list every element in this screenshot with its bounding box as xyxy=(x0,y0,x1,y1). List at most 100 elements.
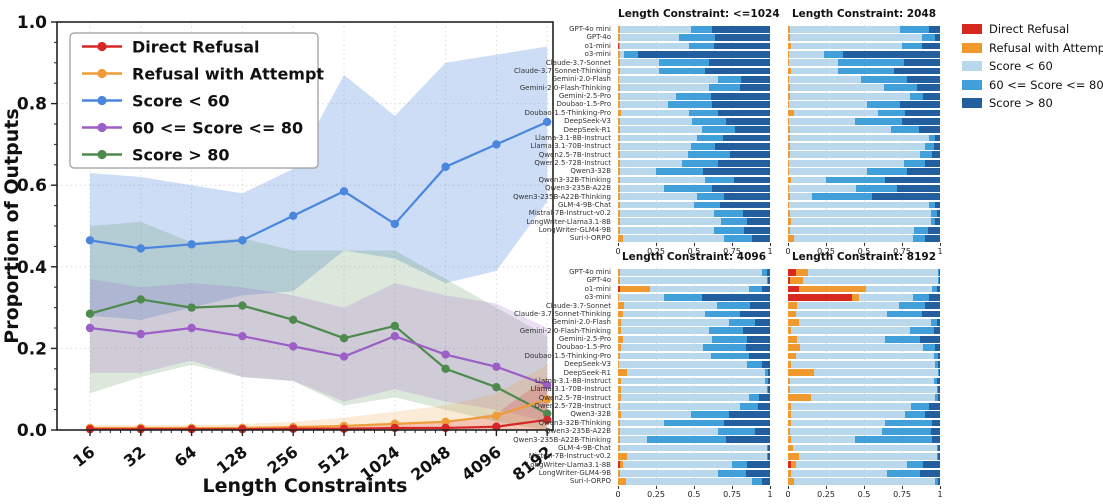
bar-segment xyxy=(757,402,770,410)
bar-segment xyxy=(897,184,940,192)
bar-segment xyxy=(618,302,625,310)
x-tick xyxy=(940,243,941,246)
bar-segment xyxy=(788,302,798,310)
bar-segment xyxy=(618,92,620,100)
stacked-bar xyxy=(618,293,770,301)
bar-segment xyxy=(621,109,690,117)
bar-segment xyxy=(886,469,921,477)
stacked-bar xyxy=(788,411,940,418)
bar-segment xyxy=(939,268,940,276)
bar-segment xyxy=(712,25,770,33)
bar-segment xyxy=(789,84,884,92)
stacked-bar xyxy=(618,285,770,293)
bar-segment xyxy=(618,210,620,217)
bar-segment xyxy=(618,226,620,234)
bar-segment xyxy=(618,25,620,33)
bar-segment xyxy=(690,143,716,150)
bar-segment xyxy=(618,277,620,284)
stacked-bar xyxy=(788,184,940,192)
stacked-bar xyxy=(788,469,940,477)
stacked-bar xyxy=(618,117,770,125)
stacked-bar xyxy=(788,335,940,343)
bar-segment xyxy=(936,210,940,217)
bar-segment xyxy=(939,277,940,284)
bar-segment xyxy=(798,453,937,460)
bar-segment xyxy=(766,453,769,460)
bar-segment xyxy=(921,310,940,318)
stacked-bar xyxy=(618,84,770,92)
stacked-bar xyxy=(618,50,770,58)
bar-panel xyxy=(788,268,940,486)
bar-segment xyxy=(619,168,656,175)
bar-row xyxy=(788,109,940,117)
bar-segment xyxy=(867,168,907,175)
data-point xyxy=(492,382,501,392)
bar-row xyxy=(788,477,940,485)
bar-row xyxy=(618,436,770,444)
bar-segment xyxy=(768,453,770,460)
data-point xyxy=(543,395,552,404)
bar-row xyxy=(618,444,770,452)
bar-segment xyxy=(718,159,770,167)
bar-row xyxy=(618,67,770,75)
bar-segment xyxy=(905,109,940,117)
bar-segment xyxy=(621,394,749,402)
bar-segment xyxy=(923,461,940,469)
bar-segment xyxy=(687,151,731,159)
stacked-bar xyxy=(788,92,940,100)
x-tick-label: 0 xyxy=(615,247,621,256)
stacked-bar xyxy=(788,109,940,117)
bar-segment xyxy=(675,92,711,100)
bar-segment xyxy=(935,478,939,485)
confidence-bands xyxy=(90,46,548,430)
bar-segment xyxy=(788,92,791,100)
bar-segment xyxy=(789,126,892,134)
bar-segment xyxy=(618,151,620,159)
bar-segment xyxy=(812,193,872,201)
bar-segment xyxy=(618,34,620,41)
model-label: o3-mini xyxy=(584,50,611,59)
bar-segment xyxy=(790,92,910,100)
bar-segment xyxy=(789,427,883,435)
data-point xyxy=(187,323,196,333)
model-label: GLM-4-9B-Chat xyxy=(557,200,611,209)
bar-segment xyxy=(788,201,789,209)
bar-segment xyxy=(883,84,918,92)
bar-segment xyxy=(659,59,710,67)
bar-row xyxy=(788,419,940,427)
stacked-bar xyxy=(788,453,940,460)
bar-segment xyxy=(788,25,790,33)
stacked-bar xyxy=(618,76,770,83)
bar-segment xyxy=(789,25,901,33)
model-label: Llama-3.1-70B-Instruct xyxy=(530,385,611,394)
bar-segment xyxy=(914,226,928,234)
data-point xyxy=(339,352,349,361)
bar-segment xyxy=(933,143,940,150)
stacked-bar xyxy=(618,218,770,226)
stacked-bar xyxy=(618,168,770,175)
bar-segment xyxy=(797,335,886,343)
bar-segment xyxy=(663,293,702,301)
bar-segment xyxy=(618,117,620,125)
bar-segment xyxy=(618,193,620,201)
bar-segment xyxy=(724,193,770,201)
bar-segment xyxy=(795,461,907,469)
bar-segment xyxy=(930,218,936,226)
bar-segment xyxy=(789,134,930,142)
bar-segment xyxy=(788,293,852,301)
bar-segment xyxy=(791,67,839,75)
bar-segment xyxy=(788,184,789,192)
bar-segment xyxy=(618,50,620,58)
x-tick-label: 0 xyxy=(785,490,791,499)
x-tick-label: 32 xyxy=(120,442,149,471)
bar-segment xyxy=(938,352,940,360)
bar-row xyxy=(788,410,940,418)
stacked-bar xyxy=(788,168,940,175)
bar-segment xyxy=(619,84,710,92)
bar-segment xyxy=(935,134,940,142)
bar-row xyxy=(788,310,940,318)
stacked-bar xyxy=(618,360,770,368)
bar-segment xyxy=(935,201,940,209)
bar-segment xyxy=(789,193,813,201)
data-point xyxy=(136,329,145,339)
